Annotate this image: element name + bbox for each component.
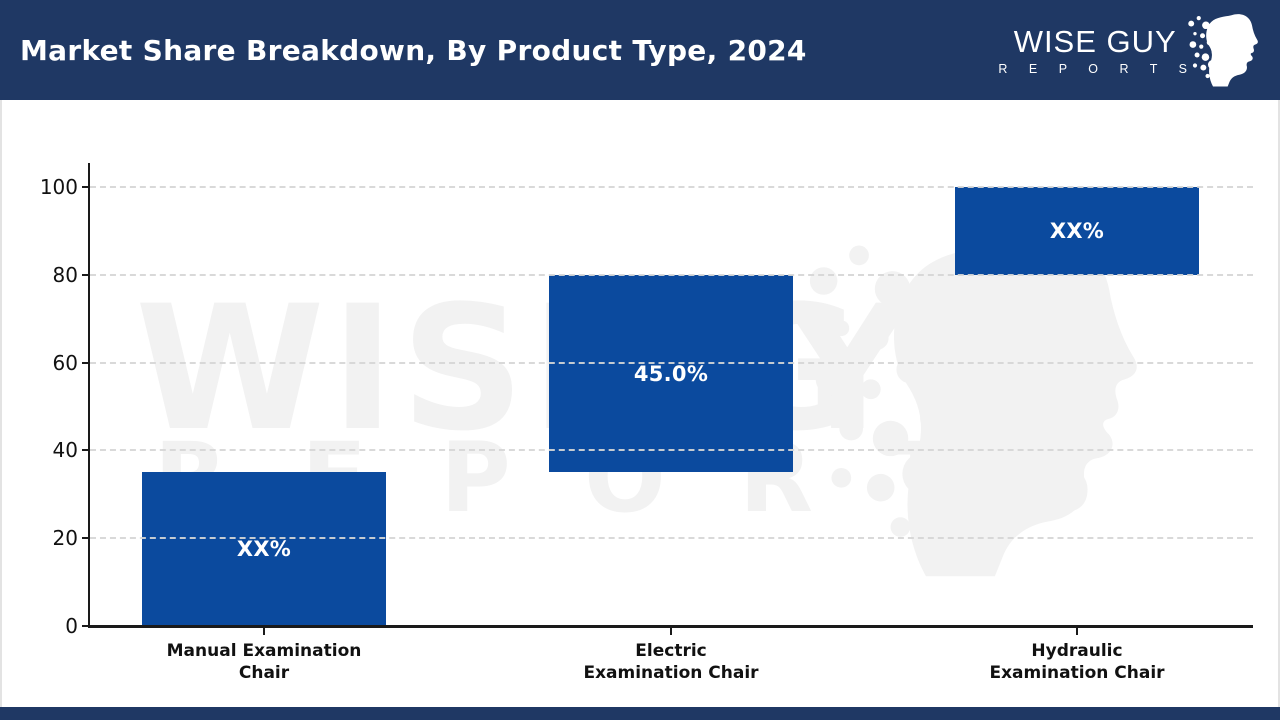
dotted-head-icon xyxy=(1188,14,1258,87)
category-label-line: Chair xyxy=(238,663,290,684)
y-axis-tick-mark xyxy=(82,537,90,540)
category-label-line: Examination Chair xyxy=(989,663,1165,684)
y-axis-tick-mark xyxy=(82,361,90,364)
category-label: Hydraulic Examination Chair xyxy=(917,640,1237,684)
bar-segment: XX% xyxy=(142,472,386,626)
y-axis-tick-label: 0 xyxy=(65,614,78,638)
category-label-line: Manual Examination xyxy=(166,641,362,661)
gridline-y80 xyxy=(90,273,1253,276)
x-axis-line xyxy=(88,625,1253,628)
y-axis-tick-mark xyxy=(82,449,90,452)
y-axis-tick-label: 100 xyxy=(39,175,78,199)
x-axis-tick-mark xyxy=(1076,627,1078,635)
category-label: Manual Examination Chair xyxy=(104,640,424,684)
page-title: Market Share Breakdown, By Product Type,… xyxy=(20,33,807,67)
category-label-line: Hydraulic xyxy=(1031,641,1123,661)
x-axis-tick-mark xyxy=(263,627,265,635)
gridline-y100 xyxy=(90,186,1253,188)
header-bar: Market Share Breakdown, By Product Type,… xyxy=(0,0,1280,100)
gridline-y60 xyxy=(90,361,1253,364)
y-axis-tick-mark xyxy=(82,273,90,276)
gridline-y40 xyxy=(90,449,1253,452)
brand-logo-text: WISE GUY R E P O R T S xyxy=(994,24,1196,76)
bar-segment: XX% xyxy=(955,187,1199,275)
bar-value-label: XX% xyxy=(1049,218,1105,243)
gridline-y20 xyxy=(90,537,1253,540)
bar-segment: 45.0% xyxy=(549,274,793,473)
category-label-line: Examination Chair xyxy=(583,663,759,684)
category-label-line: Electric xyxy=(635,641,707,661)
y-axis-line xyxy=(88,163,90,628)
brand-name: WISE GUY xyxy=(1013,24,1177,59)
brand-subtitle: R E P O R T S xyxy=(998,62,1196,76)
category-label: Electric Examination Chair xyxy=(511,640,831,684)
footer-bar xyxy=(0,707,1280,720)
watermark-dotted-head xyxy=(809,236,1137,577)
y-axis-tick-mark xyxy=(82,625,90,627)
y-axis-tick-mark xyxy=(82,186,90,188)
x-axis-tick-mark xyxy=(670,627,672,635)
y-axis-tick-label: 60 xyxy=(52,350,78,375)
bar-value-label: 45.0% xyxy=(633,361,709,386)
y-axis-tick-label: 40 xyxy=(52,438,78,463)
brand-logo: WISE GUY R E P O R T S xyxy=(994,10,1270,90)
y-axis-tick-label: 80 xyxy=(52,262,78,287)
y-axis-tick-label: 20 xyxy=(52,526,78,551)
bar-value-label: XX% xyxy=(236,537,292,562)
